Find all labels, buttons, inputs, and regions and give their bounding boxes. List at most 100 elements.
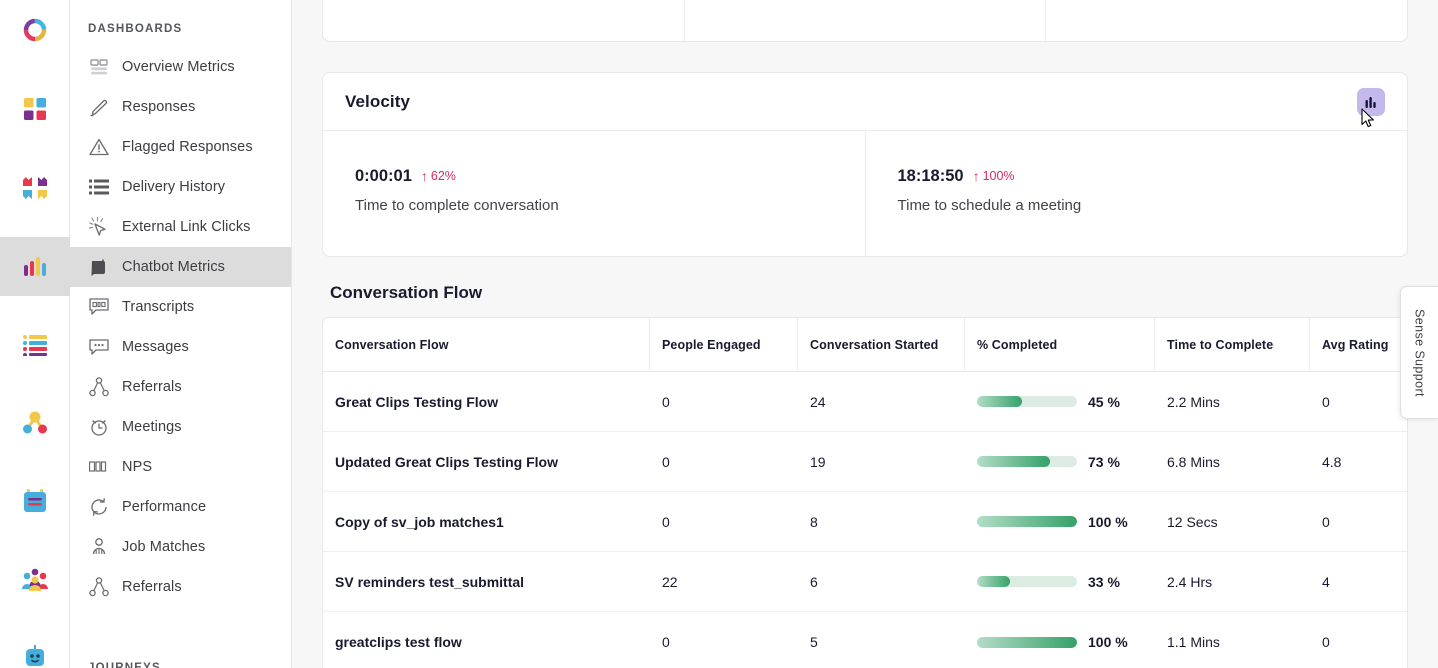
progress-bar-track: [977, 456, 1077, 467]
people-group-icon: [21, 568, 48, 591]
sidebar-item-chatbot-metrics[interactable]: Chatbot Metrics: [70, 247, 291, 287]
cell-avg-rating: 0: [1322, 393, 1330, 410]
table-row[interactable]: greatclips test flow 0 5 100 % 1.1 Mins …: [323, 612, 1407, 668]
sense-support-label: Sense Support: [1412, 308, 1427, 397]
table-row[interactable]: Updated Great Clips Testing Flow 0 19 73…: [323, 432, 1407, 492]
progress-bar-track: [977, 576, 1077, 587]
icon-rail: [0, 0, 70, 668]
cell-pct-completed: 73 %: [965, 432, 1155, 491]
sidebar-item-label: Flagged Responses: [122, 139, 253, 155]
velocity-chart-toggle-button[interactable]: [1357, 87, 1385, 116]
progress-bar-track: [977, 636, 1077, 648]
list-stripes-icon: [22, 334, 47, 356]
cell-people-engaged: 0: [662, 453, 670, 470]
cell-conversation-started: 6: [810, 573, 818, 590]
velocity-metric-delta: ↑ 100%: [973, 169, 1015, 183]
sidebar-item-nps[interactable]: NPS: [70, 447, 291, 487]
cell-time-to-complete: 2.4 Hrs: [1167, 573, 1213, 590]
sidebar-item-flagged-responses[interactable]: Flagged Responses: [70, 127, 291, 167]
kpi-card-row: Meetings Scheduled Time Saved Avg Rating…: [322, 0, 1408, 42]
puzzle-pieces-icon: [22, 176, 47, 199]
rail-item-apps-grid[interactable]: [0, 79, 70, 138]
arrow-up-icon: ↑: [420, 168, 428, 184]
cell-conversation-started: 5: [810, 634, 818, 650]
velocity-card: Velocity 0:00:01 ↑ 62%: [322, 72, 1408, 257]
sidebar-item-responses[interactable]: Responses: [70, 87, 291, 127]
sidebar-item-referrals-1[interactable]: Referrals: [70, 367, 291, 407]
cell-avg-rating: 0: [1322, 513, 1330, 530]
column-header-conversation-flow[interactable]: Conversation Flow: [323, 318, 650, 371]
sidebar-item-label: NPS: [122, 459, 153, 475]
column-header-pct-completed[interactable]: % Completed: [965, 318, 1155, 371]
bar-chart-icon: [23, 256, 46, 276]
rail-item-lists[interactable]: [0, 315, 70, 374]
sidebar-item-meetings[interactable]: Meetings: [70, 407, 291, 447]
progress-bar-label: 45 %: [1088, 393, 1120, 410]
rail-item-network[interactable]: [0, 393, 70, 452]
cell-time-to-complete: 6.8 Mins: [1167, 453, 1220, 470]
progress-bar-label: 100 %: [1088, 513, 1128, 530]
sidebar-item-referrals-2[interactable]: Referrals: [70, 567, 291, 607]
table-header-row: Conversation Flow People Engaged Convers…: [323, 318, 1407, 372]
cell-conversation-started: 24: [810, 393, 826, 410]
table-row[interactable]: Great Clips Testing Flow 0 24 45 % 2.2 M…: [323, 372, 1407, 432]
sidebar-item-external-link-clicks[interactable]: External Link Clicks: [70, 207, 291, 247]
cell-time-to-complete: 2.2 Mins: [1167, 393, 1220, 410]
velocity-metric-caption: Time to schedule a meeting: [897, 197, 1082, 214]
network-nodes-icon: [22, 411, 47, 433]
progress-bar-fill: [977, 456, 1050, 467]
velocity-metrics-row: 0:00:01 ↑ 62% Time to complete conversat…: [323, 131, 1407, 256]
sidebar-item-transcripts[interactable]: Transcripts: [70, 287, 291, 327]
rail-item-brand-logo[interactable]: [0, 0, 70, 60]
cell-flow-name: Great Clips Testing Flow: [335, 393, 499, 410]
rail-item-audience[interactable]: [0, 549, 70, 608]
layout-rows-icon: [88, 56, 110, 78]
referral-nodes-icon: [88, 576, 110, 598]
sidebar-item-performance[interactable]: Performance: [70, 487, 291, 527]
velocity-metric-time-to-complete-conversation: 0:00:01 ↑ 62% Time to complete conversat…: [323, 131, 866, 256]
velocity-card-header: Velocity: [323, 73, 1407, 131]
kpi-card-meetings-scheduled: Meetings Scheduled: [323, 0, 685, 41]
table-row[interactable]: Copy of sv_job matches1 0 8 100 % 12 Sec…: [323, 492, 1407, 552]
progress-bar-fill: [977, 576, 1010, 587]
velocity-title: Velocity: [345, 91, 411, 111]
column-header-avg-rating[interactable]: Avg Rating: [1322, 337, 1389, 352]
sidebar-item-overview-metrics[interactable]: Overview Metrics: [70, 47, 291, 87]
transcript-bubble-icon: [88, 296, 110, 318]
sidebar-item-label: Referrals: [122, 379, 182, 395]
rail-item-calendar[interactable]: [0, 471, 70, 530]
velocity-delta-value: 62%: [430, 169, 456, 183]
cell-conversation-started: 8: [810, 513, 818, 530]
arrow-up-icon: ↑: [972, 168, 980, 184]
sidebar-item-label: Overview Metrics: [122, 59, 235, 75]
rail-item-analytics[interactable]: [0, 237, 70, 296]
conversation-flow-title: Conversation Flow: [330, 283, 483, 302]
column-header-conversation-started[interactable]: Conversation Started: [798, 318, 965, 371]
progress-bar-label: 73 %: [1088, 453, 1120, 470]
cell-people-engaged: 0: [662, 634, 670, 650]
velocity-metric-time-to-schedule-meeting: 18:18:50 ↑ 100% Time to schedule a meeti…: [866, 131, 1408, 256]
sidebar-item-label: Messages: [122, 339, 189, 355]
sidebar-item-messages[interactable]: Messages: [70, 327, 291, 367]
velocity-metric-value: 0:00:01: [355, 167, 412, 185]
sidebar-item-label: Job Matches: [122, 539, 206, 555]
velocity-metric-value: 18:18:50: [897, 167, 964, 185]
sidebar-item-label: Delivery History: [122, 179, 226, 195]
column-header-time-to-complete[interactable]: Time to Complete: [1155, 318, 1310, 371]
cell-time-to-complete: 1.1 Mins: [1167, 634, 1220, 650]
rail-item-integrations[interactable]: [0, 158, 70, 217]
column-header-people-engaged[interactable]: People Engaged: [650, 318, 798, 371]
cell-pct-completed: 100 %: [965, 612, 1155, 668]
progress-bar-fill: [977, 636, 1077, 648]
conversation-flow-table: Conversation Flow People Engaged Convers…: [322, 317, 1408, 668]
rail-item-chatbot[interactable]: [0, 627, 70, 668]
refresh-circle-icon: [88, 496, 110, 518]
table-row[interactable]: SV reminders test_submittal 22 6 33 % 2.…: [323, 552, 1407, 612]
bar-chart-icon: [1365, 96, 1376, 108]
cell-people-engaged: 0: [662, 513, 670, 530]
progress-bar-track: [977, 396, 1077, 407]
sidebar-item-delivery-history[interactable]: Delivery History: [70, 167, 291, 207]
cell-pct-completed: 100 %: [965, 492, 1155, 551]
sense-support-tab[interactable]: Sense Support: [1400, 286, 1438, 419]
sidebar-item-job-matches[interactable]: Job Matches: [70, 527, 291, 567]
